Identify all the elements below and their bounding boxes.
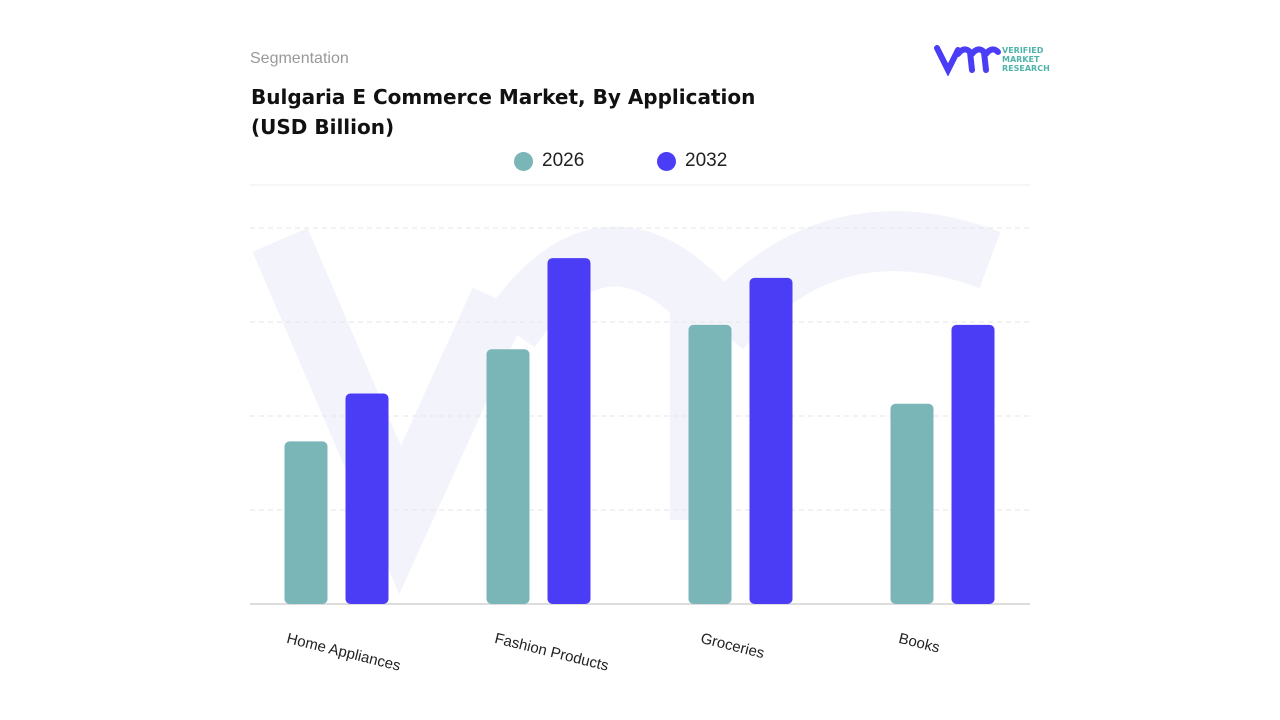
bar-2026-fashion-products	[486, 349, 530, 604]
legend-swatch	[657, 151, 676, 171]
svg-text:VERIFIED: VERIFIED	[1002, 46, 1044, 55]
segment-label: Segmentation	[250, 50, 349, 67]
title-line-1: Bulgaria E Commerce Market, By Applicati…	[251, 85, 756, 109]
title-line-2: (USD Billion)	[251, 115, 395, 139]
legend-item-2026: 2026	[514, 150, 584, 172]
bar-2026-home-appliances	[284, 441, 328, 604]
svg-text:RESEARCH: RESEARCH	[1002, 64, 1050, 73]
chart-title: Bulgaria E Commerce Market, By Applicati…	[251, 82, 755, 142]
legend-swatch	[514, 151, 533, 171]
vmr-logo: VERIFIED MARKET RESEARCH	[934, 42, 1059, 81]
legend-item-2032: 2032	[657, 150, 727, 172]
bar-2032-books	[951, 324, 995, 604]
bar-2026-books	[890, 403, 934, 604]
bar-2032-home-appliances	[345, 393, 389, 604]
bar-2032-fashion-products	[547, 258, 591, 604]
svg-text:MARKET: MARKET	[1002, 55, 1040, 64]
watermark-logo	[252, 211, 1001, 595]
legend-label: 2032	[685, 150, 728, 171]
legend-label: 2026	[542, 150, 585, 171]
bar-2032-groceries	[749, 277, 793, 604]
bar-2026-groceries	[688, 324, 732, 604]
